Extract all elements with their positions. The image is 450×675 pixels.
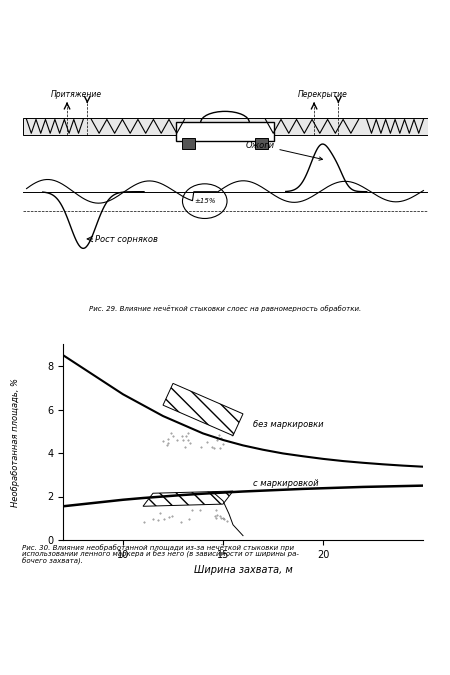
Text: Перекрытие: Перекрытие xyxy=(298,90,348,99)
Y-axis label: Необработанная площадь, %: Необработанная площадь, % xyxy=(11,377,20,507)
Bar xyxy=(22,117,427,135)
Text: без маркировки: без маркировки xyxy=(253,420,324,429)
Bar xyxy=(176,122,274,141)
Text: Рис. 30. Влияния необработанной площади из-за нечёткой стыковки при: Рис. 30. Влияния необработанной площади … xyxy=(22,544,294,551)
Text: Рост сорняков: Рост сорняков xyxy=(95,235,158,244)
Text: Ожоги: Ожоги xyxy=(245,140,323,160)
Text: бочего захвата).: бочего захвата). xyxy=(22,558,84,565)
Text: ±15%: ±15% xyxy=(194,198,216,204)
Text: Притяжение: Притяжение xyxy=(51,90,102,99)
Text: с маркировкой: с маркировкой xyxy=(253,479,319,487)
Text: Рис. 29. Влияние нечёткой стыковки слоес на равномерность обработки.: Рис. 29. Влияние нечёткой стыковки слоес… xyxy=(89,305,361,312)
Bar xyxy=(183,138,195,149)
X-axis label: Ширина захвата, м: Ширина захвата, м xyxy=(194,565,292,575)
Bar xyxy=(256,138,267,149)
Text: использовании ленного маркера и без него (в зависимости от ширины ра-: использовании ленного маркера и без него… xyxy=(22,551,299,558)
